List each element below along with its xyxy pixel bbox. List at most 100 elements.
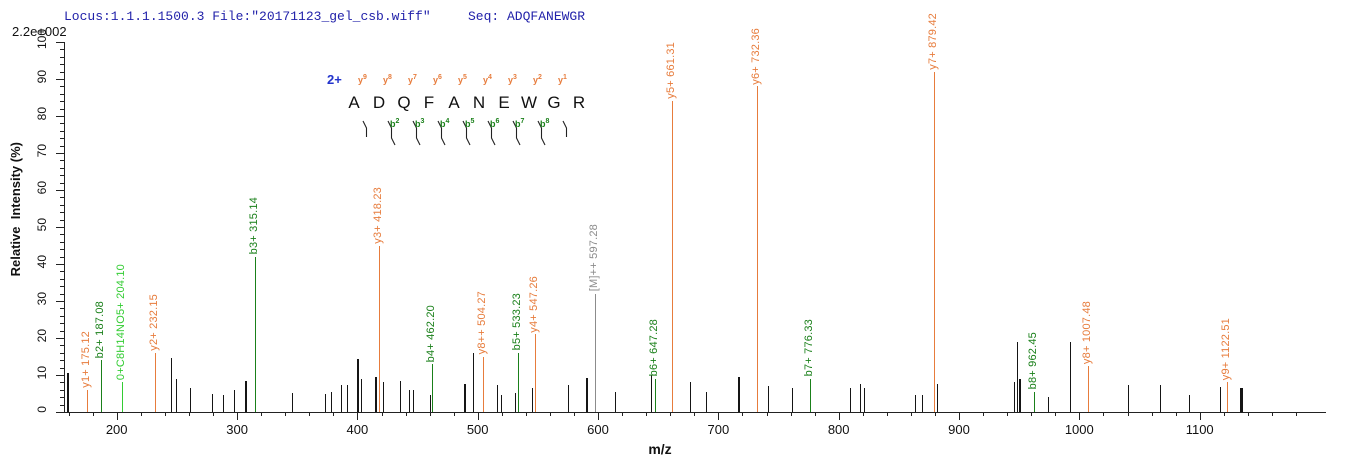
x-major-tick [598,412,599,420]
peak [860,384,862,412]
x-major-tick [116,412,118,420]
header-locus-file: Locus:1.1.1.1500.3 File:"20171123_gel_cs… [64,9,431,24]
x-minor-tick [164,412,166,416]
x-tick-label: 400 [346,422,369,437]
y-ion-label: y6 [433,74,442,85]
peak [706,391,708,412]
x-tick-label: 300 [226,422,248,437]
peak [1016,341,1018,412]
y-tick-label: 80 [35,106,49,121]
peak [1048,396,1050,412]
x-tick-label: 800 [827,422,850,437]
x-minor-tick [92,412,94,416]
peak [175,378,177,412]
x-minor-tick [910,412,912,416]
peak [654,378,656,412]
peak-label: y6+ 732.36 [750,27,763,85]
y-minor-tick [60,323,64,325]
y-minor-tick [60,160,64,162]
y-ion-label: y9 [358,74,367,85]
peak [121,382,123,412]
b-ion-label: b4 [440,118,450,129]
peak-label: y3+ 418.23 [372,186,385,244]
peak-label: 0+C8H14NO5+ 204.10 [114,264,127,381]
y-minor-tick [60,86,64,88]
peak-label: y1+ 175.12 [79,331,92,388]
x-minor-tick [694,412,696,416]
peak [921,395,923,412]
y-minor-tick [60,93,64,95]
y-minor-tick [60,404,64,406]
peak [190,387,192,412]
y-minor-tick [60,345,64,347]
peak [211,393,213,412]
residue-letter: Q [397,93,411,112]
peak [429,394,431,412]
peak [101,360,103,412]
x-minor-tick [1175,412,1177,416]
peak [399,380,401,412]
x-minor-tick [68,412,70,416]
x-minor-tick [549,412,551,416]
peak-label: y4+ 547.26 [527,275,540,333]
peak [1018,378,1021,412]
y-minor-tick [60,56,64,58]
x-minor-tick [1031,412,1033,416]
x-major-tick [1079,412,1081,420]
y-ion-label: y7 [408,74,417,85]
y-minor-tick [60,197,64,199]
peak [515,392,516,412]
x-tick-label: 900 [948,422,970,437]
y-tick-label: 10 [35,365,49,380]
x-minor-tick [525,412,527,416]
x-major-tick [477,412,479,420]
residue-letter: R [572,93,586,112]
b-ion-label: b5 [465,118,475,129]
fragment-divider-icon [412,118,421,153]
y-minor-tick [60,64,64,66]
y-tick-label: 0 [35,406,49,414]
y-tick-label: 90 [35,69,49,84]
peak [849,387,851,412]
peak [66,373,69,412]
x-minor-tick [381,412,383,416]
y-minor-tick [60,397,64,399]
peak-label: y9+ 1122.51 [1219,318,1232,381]
y-major-tick [56,153,64,154]
fragment-divider-icon [462,118,471,153]
x-tick-label: 1100 [1185,422,1214,437]
precursor-charge-label: 2+ [327,72,342,87]
y-ion-label: y4 [483,74,492,85]
peak [356,359,359,412]
residue-letter: W [521,93,538,112]
peak [361,378,362,412]
peak [791,387,793,412]
y-major-tick [56,116,64,117]
fragment-divider-icon [437,118,446,153]
y-minor-tick [60,175,64,177]
peak [531,387,533,412]
peak-label: y8+ 1007.48 [1081,300,1094,364]
y-axis-title: Relative Intensity (%) [8,142,23,277]
y-major-tick [56,264,64,265]
peak [255,256,257,412]
y-ion-label: y1 [558,74,567,85]
peak-label: b3+ 315.14 [248,197,261,255]
x-minor-tick [886,412,888,416]
y-tick-label: 20 [35,328,49,343]
peak [1088,365,1090,412]
peak [1014,382,1016,412]
x-minor-tick [1103,412,1105,416]
peak [810,378,812,412]
y-minor-tick [60,352,64,354]
residue-letter: A [348,93,360,112]
x-minor-tick [261,412,263,416]
peak-label: y2+ 232.15 [148,294,161,351]
x-minor-tick [213,412,214,416]
peak-label: b7+ 776.33 [803,319,816,377]
x-minor-tick [140,412,142,416]
fragment-divider-icon [487,118,496,153]
x-major-tick [237,412,239,420]
peak-label: b4+ 462.20 [425,304,438,362]
